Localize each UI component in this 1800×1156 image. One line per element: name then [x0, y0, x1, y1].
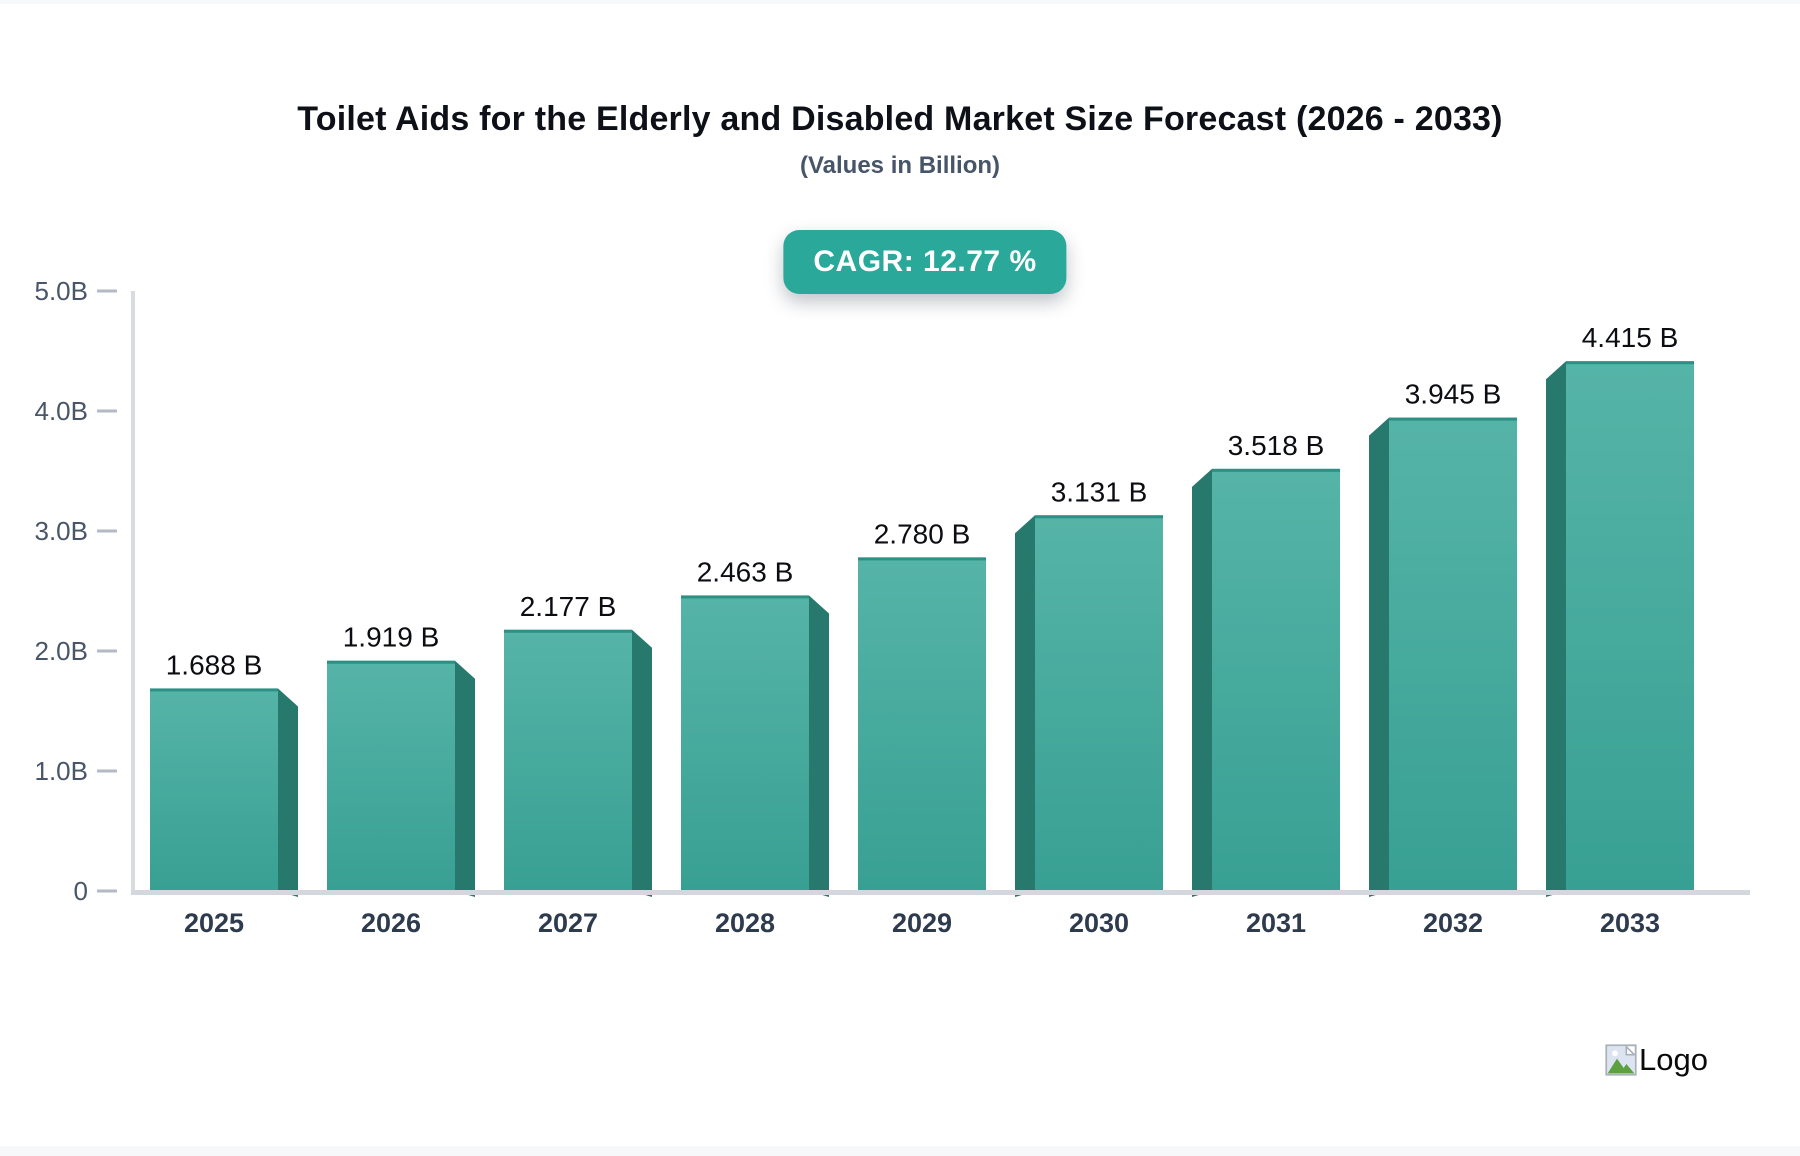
x-axis-label: 2027 [538, 908, 598, 938]
x-axis-label: 2033 [1600, 908, 1660, 938]
bar-2031 [1192, 468, 1340, 897]
y-tick-mark [97, 289, 117, 293]
bar-side-face [1192, 468, 1212, 897]
bar-value-label: 1.919 B [343, 622, 440, 653]
bar-top-edge [504, 629, 632, 633]
x-axis-label: 2026 [361, 908, 421, 938]
x-axis-label: 2032 [1423, 908, 1483, 938]
y-tick-label: 0 [74, 876, 88, 906]
bar-2027 [504, 629, 652, 897]
bar-top-edge [1212, 468, 1340, 472]
bar-side-face [1546, 361, 1566, 897]
cagr-badge: CAGR: 12.77 % [783, 230, 1067, 294]
y-axis-line [131, 291, 135, 895]
bar-2030 [1015, 515, 1163, 897]
bar-value-label: 2.177 B [520, 591, 617, 622]
logo-alt-text: Logo [1639, 1042, 1708, 1077]
broken-image-icon [1605, 1044, 1637, 1076]
bar-top-edge [858, 557, 986, 561]
bar-2032 [1369, 417, 1517, 897]
x-axis-label: 2031 [1246, 908, 1306, 938]
bar-face [150, 688, 278, 891]
bar-2029 [858, 557, 986, 891]
bar-top-edge [681, 595, 809, 599]
bar-face [858, 557, 986, 891]
bar-side-face [809, 595, 829, 897]
y-tick-mark [97, 889, 117, 893]
y-tick-label: 4.0B [35, 396, 89, 426]
bar-top-edge [327, 660, 455, 664]
chart-subtitle: (Values in Billion) [799, 152, 1001, 179]
x-axis-label: 2029 [892, 908, 952, 938]
bar-face [1566, 361, 1694, 891]
chart-title: Toilet Aids for the Elderly and Disabled… [297, 100, 1503, 138]
x-axis-label: 2025 [184, 908, 244, 938]
bar-face [681, 595, 809, 891]
bar-top-edge [1035, 515, 1163, 519]
bar-value-label: 4.415 B [1582, 322, 1679, 353]
bar-top-edge [1389, 417, 1517, 421]
bar-value-label: 3.131 B [1051, 476, 1148, 507]
y-tick-label: 5.0B [35, 276, 89, 306]
bar-face [504, 629, 632, 891]
logo: Logo [1605, 1042, 1708, 1078]
bar-chart: 5.0B 4.0B 3.0B 2.0B 1.0B 0 1.688 B 1.919 B 2.177… [35, 276, 1750, 938]
bar-face [1389, 417, 1517, 891]
bar-2028 [681, 595, 829, 897]
bar-2025 [150, 688, 298, 897]
y-tick-label: 3.0B [35, 516, 89, 546]
y-tick-mark [97, 649, 117, 653]
x-axis-baseline [131, 890, 1750, 895]
chart-card: Toilet Aids for the Elderly and Disabled… [0, 4, 1800, 1146]
bar-side-face [1015, 515, 1035, 897]
x-axis-label: 2030 [1069, 908, 1129, 938]
bar-2033 [1546, 361, 1694, 897]
bar-value-label: 2.780 B [874, 518, 971, 549]
bar-face [1212, 468, 1340, 891]
y-tick-label: 1.0B [35, 756, 89, 786]
bar-face [327, 660, 455, 891]
bar-side-face [632, 629, 652, 897]
bar-top-edge [150, 688, 278, 692]
x-axis-label: 2028 [715, 908, 775, 938]
bar-side-face [455, 660, 475, 897]
y-tick-mark [97, 529, 117, 533]
y-tick-label: 2.0B [35, 636, 89, 666]
y-tick-mark [97, 409, 117, 413]
bar-value-label: 2.463 B [697, 556, 794, 587]
bar-top-edge [1566, 361, 1694, 365]
bar-value-label: 1.688 B [166, 649, 263, 680]
bar-value-label: 3.518 B [1228, 430, 1325, 461]
bar-side-face [1369, 417, 1389, 897]
bar-side-face [278, 688, 298, 897]
bar-value-label: 3.945 B [1405, 379, 1502, 410]
y-tick-mark [97, 769, 117, 773]
bar-face [1035, 515, 1163, 891]
bar-2026 [327, 660, 475, 897]
